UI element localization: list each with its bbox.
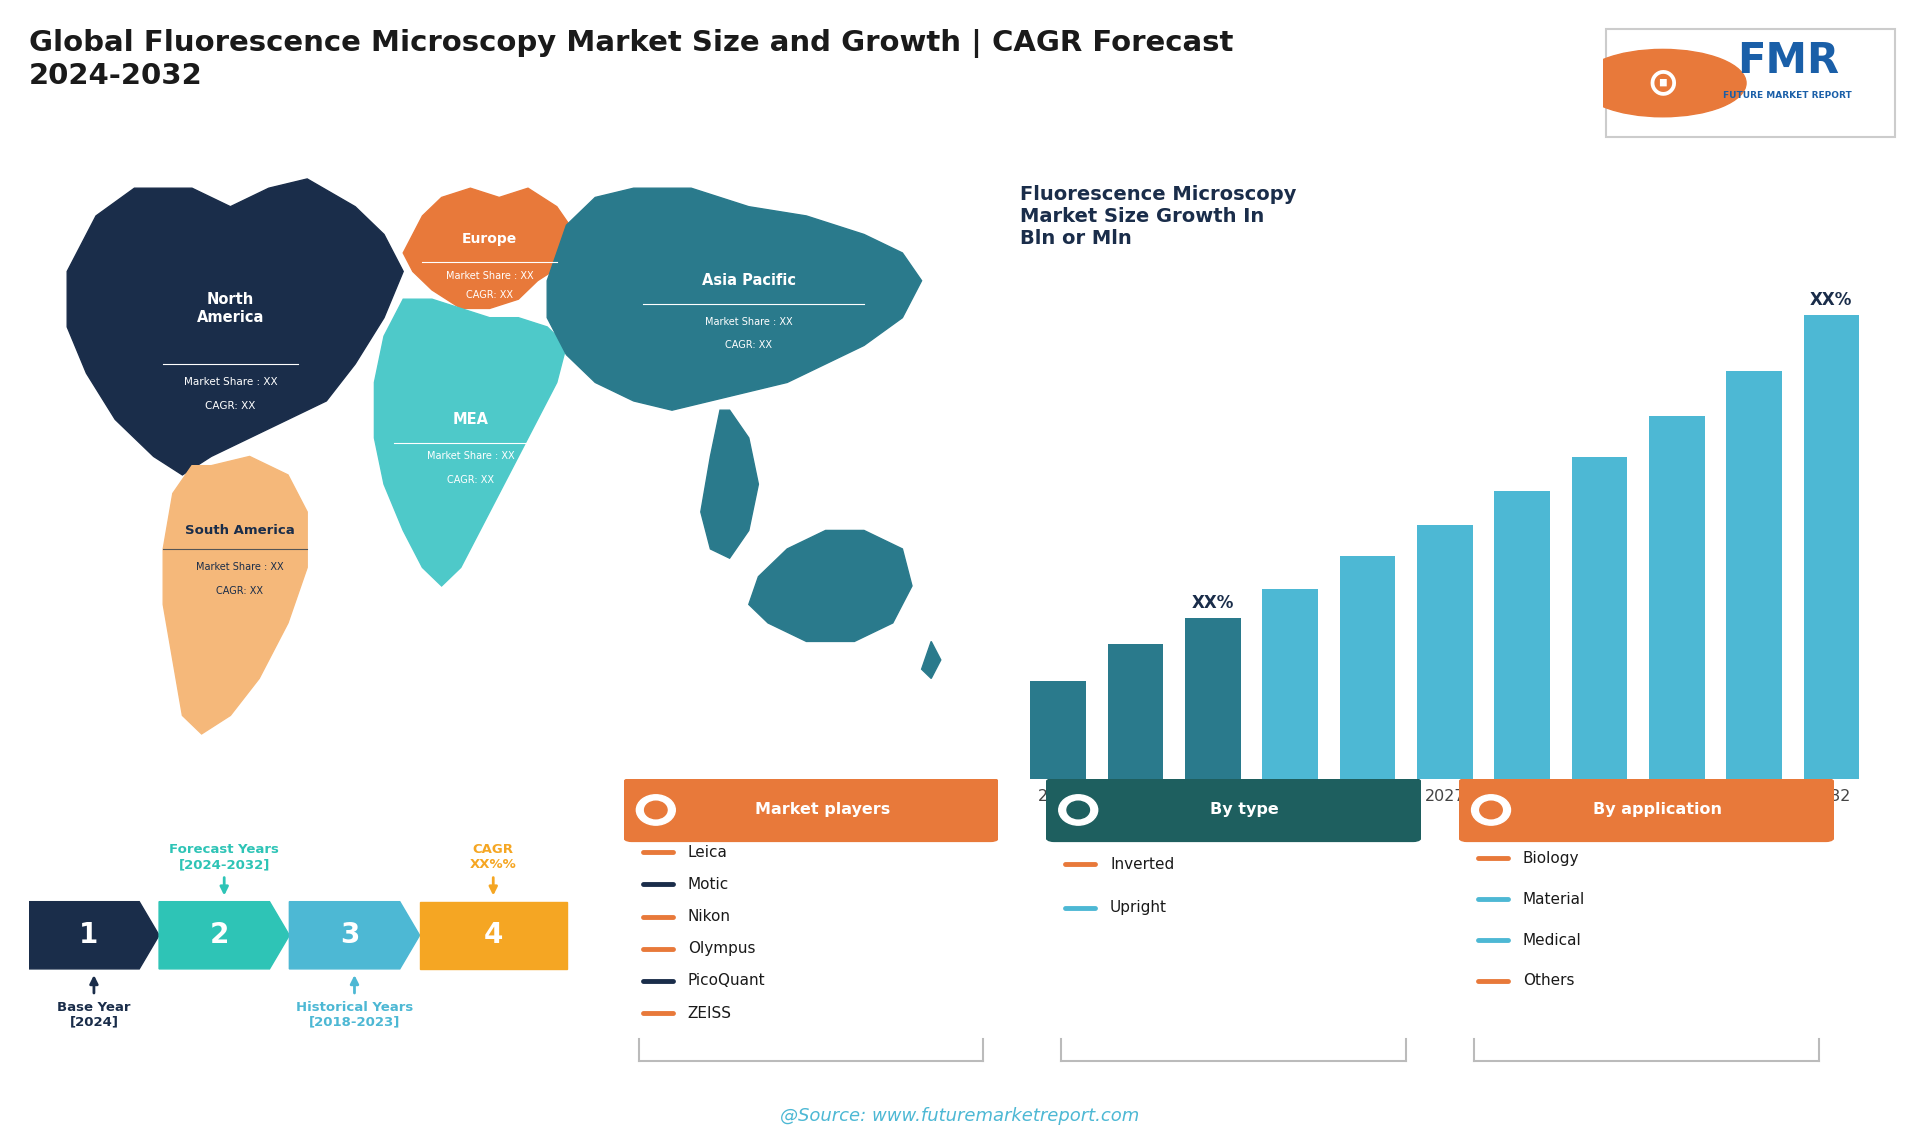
- Bar: [1417, 525, 1473, 779]
- Text: Olympus: Olympus: [687, 941, 755, 956]
- Text: CAGR: XX: CAGR: XX: [726, 340, 772, 351]
- Text: Base Year
[2024]: Base Year [2024]: [58, 1000, 131, 1029]
- Text: Upright: Upright: [1110, 901, 1167, 916]
- Text: 3: 3: [340, 921, 359, 949]
- Bar: [1185, 618, 1240, 779]
- Text: North
America: North America: [196, 292, 265, 324]
- Bar: [1261, 589, 1317, 779]
- Text: 4: 4: [484, 921, 503, 949]
- Bar: [1649, 416, 1705, 779]
- Bar: [1031, 682, 1087, 779]
- Text: Market Share : XX: Market Share : XX: [426, 452, 515, 462]
- Polygon shape: [701, 410, 758, 558]
- Polygon shape: [922, 642, 941, 678]
- Bar: [1726, 370, 1782, 779]
- Text: South America: South America: [184, 524, 296, 537]
- Text: Motic: Motic: [687, 877, 730, 892]
- Text: Medical: Medical: [1523, 933, 1582, 948]
- Bar: [1340, 556, 1396, 779]
- Text: Leica: Leica: [687, 845, 728, 860]
- Polygon shape: [420, 902, 566, 968]
- Polygon shape: [374, 299, 566, 586]
- Text: CAGR: XX: CAGR: XX: [447, 474, 493, 485]
- Text: CAGR
XX%%: CAGR XX%%: [470, 843, 516, 871]
- Text: FUTURE MARKET REPORT: FUTURE MARKET REPORT: [1724, 91, 1853, 100]
- Text: XX%: XX%: [1811, 291, 1853, 309]
- Text: Fluorescence Microscopy
Market Size Growth In
Bln or Mln: Fluorescence Microscopy Market Size Grow…: [1020, 185, 1296, 248]
- Text: Inverted: Inverted: [1110, 856, 1175, 871]
- Text: Forecast Years
[2024-2032]: Forecast Years [2024-2032]: [169, 843, 278, 871]
- Text: @Source: www.futuremarketreport.com: @Source: www.futuremarketreport.com: [780, 1107, 1140, 1125]
- Text: Historical Years
[2018-2023]: Historical Years [2018-2023]: [296, 1000, 413, 1029]
- FancyBboxPatch shape: [1457, 778, 1836, 842]
- Polygon shape: [403, 188, 576, 308]
- Text: 2: 2: [209, 921, 228, 949]
- Text: ⊙: ⊙: [1647, 64, 1678, 102]
- Text: Biology: Biology: [1523, 850, 1580, 865]
- Text: Europe: Europe: [463, 231, 516, 246]
- Text: Material: Material: [1523, 892, 1586, 906]
- Circle shape: [645, 801, 666, 818]
- Text: MEA: MEA: [453, 411, 488, 427]
- Bar: [1494, 490, 1549, 779]
- FancyBboxPatch shape: [1044, 778, 1423, 842]
- Circle shape: [1471, 795, 1511, 825]
- Circle shape: [1058, 795, 1098, 825]
- Bar: [1108, 644, 1164, 779]
- Text: CAGR: XX: CAGR: XX: [467, 290, 513, 299]
- Polygon shape: [547, 188, 922, 410]
- Text: Global Fluorescence Microscopy Market Size and Growth | CAGR Forecast
2024-2032: Global Fluorescence Microscopy Market Si…: [29, 29, 1233, 91]
- Polygon shape: [159, 902, 290, 968]
- Text: PicoQuant: PicoQuant: [687, 973, 766, 988]
- FancyBboxPatch shape: [622, 778, 1000, 842]
- Circle shape: [1580, 49, 1745, 117]
- Text: Asia Pacific: Asia Pacific: [703, 273, 795, 288]
- Text: ZEISS: ZEISS: [687, 1005, 732, 1021]
- Polygon shape: [67, 179, 403, 474]
- Text: Nikon: Nikon: [687, 909, 732, 924]
- Text: XX%: XX%: [1192, 594, 1235, 612]
- Bar: [1803, 315, 1859, 779]
- Text: Market Share : XX: Market Share : XX: [445, 272, 534, 281]
- Polygon shape: [163, 456, 307, 733]
- Text: FMR: FMR: [1738, 40, 1839, 83]
- Text: By application: By application: [1594, 802, 1722, 817]
- Text: 1: 1: [79, 921, 98, 949]
- Text: By type: By type: [1210, 802, 1279, 817]
- Text: Others: Others: [1523, 973, 1574, 988]
- Circle shape: [1068, 801, 1089, 818]
- Polygon shape: [29, 902, 159, 968]
- Text: Market Share : XX: Market Share : XX: [196, 563, 284, 573]
- Bar: [1572, 456, 1628, 779]
- Polygon shape: [749, 531, 912, 642]
- Polygon shape: [290, 902, 420, 968]
- Text: CAGR: XX: CAGR: XX: [217, 586, 263, 596]
- Circle shape: [636, 795, 676, 825]
- Text: Market Share : XX: Market Share : XX: [184, 377, 276, 387]
- Text: CAGR: XX: CAGR: XX: [205, 401, 255, 410]
- Text: Market Share : XX: Market Share : XX: [705, 317, 793, 328]
- Circle shape: [1480, 801, 1501, 818]
- Text: Market players: Market players: [755, 802, 891, 817]
